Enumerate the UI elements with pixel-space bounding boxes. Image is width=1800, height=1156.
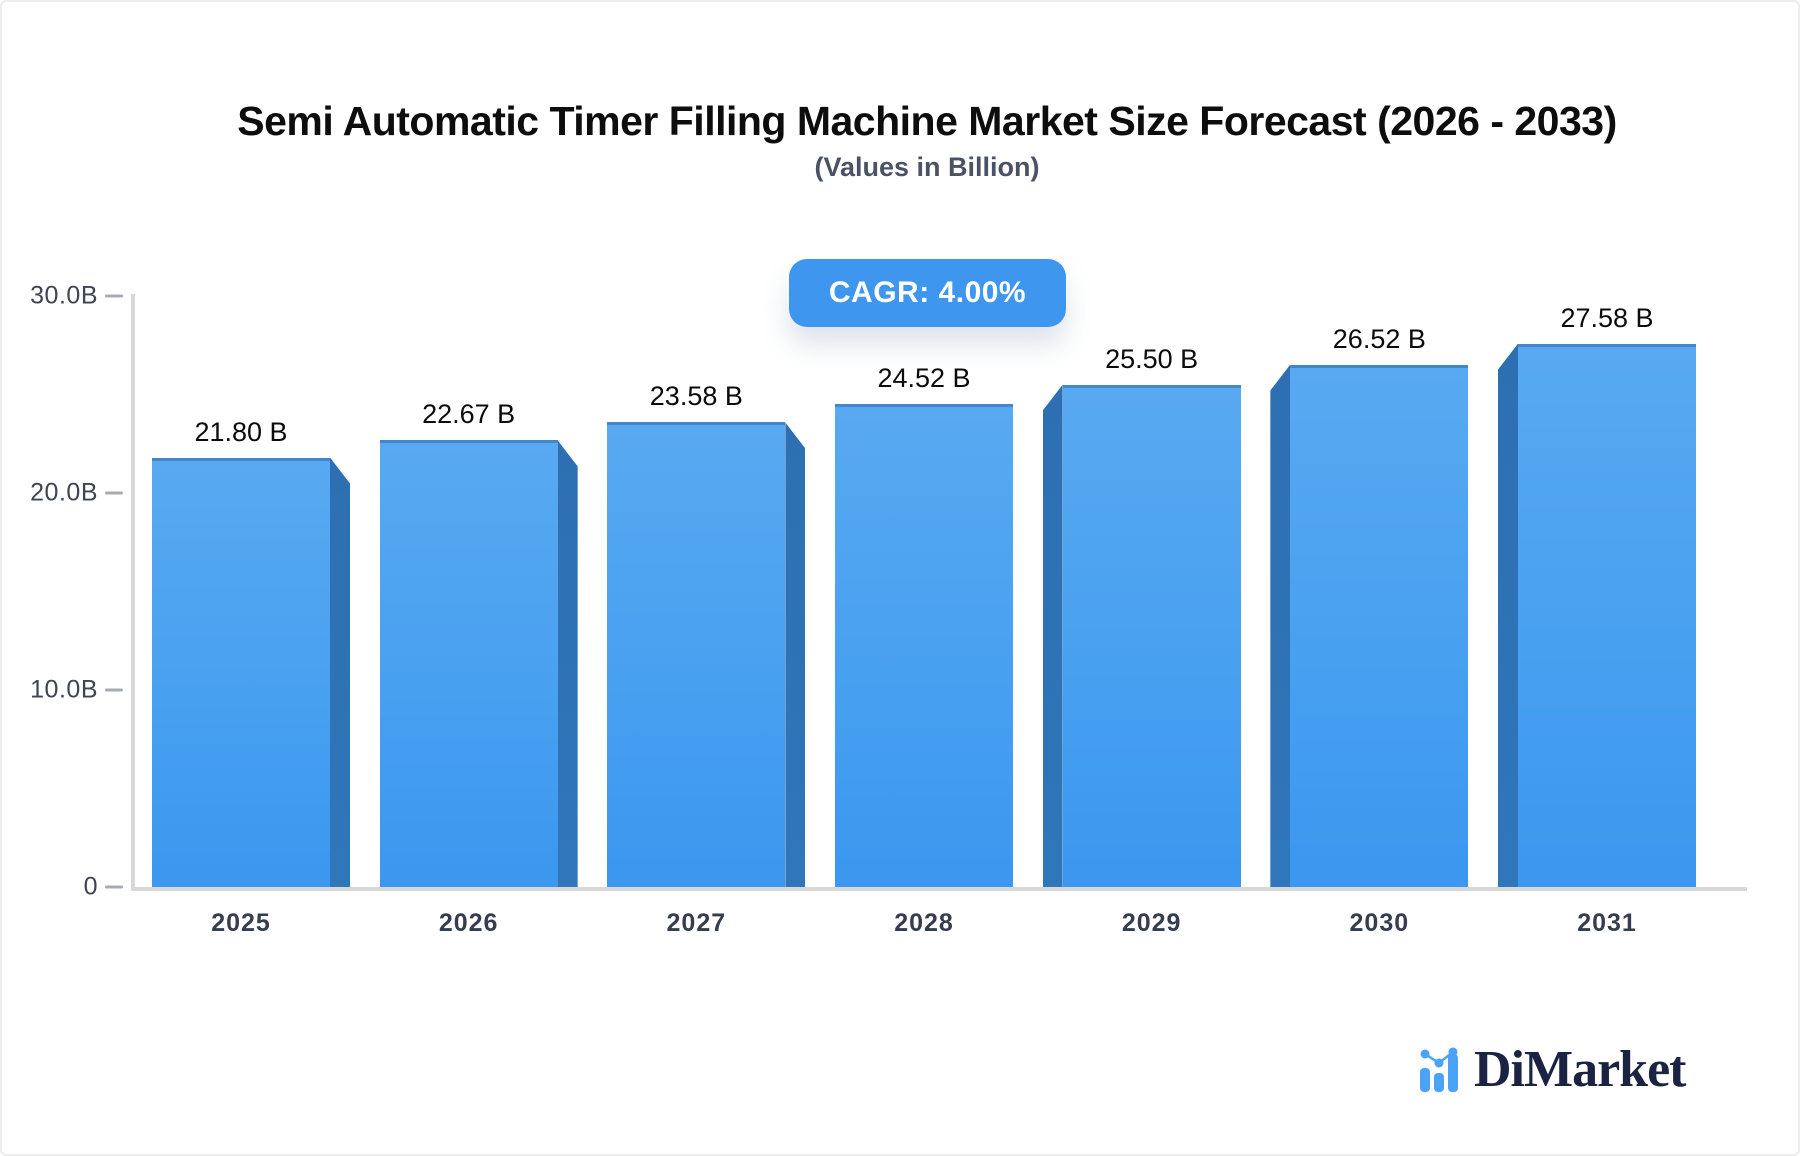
cagr-badge-label: CAGR: 4.00% bbox=[828, 276, 1027, 309]
x-tick-label-2029: 2029 bbox=[1121, 908, 1182, 937]
y-tick-30.0B: 30.0B bbox=[2, 282, 123, 311]
bar-3d-side bbox=[557, 440, 578, 887]
bar-value-label: 23.58 B bbox=[649, 381, 743, 412]
bar-face bbox=[379, 440, 558, 887]
bar-group-2025: 21.80 B 2025 bbox=[152, 417, 350, 937]
bar-value-label: 21.80 B bbox=[194, 416, 288, 447]
bar-line-chart-icon bbox=[1420, 1047, 1458, 1092]
y-tick-label: 0 bbox=[83, 872, 98, 901]
x-tick-label-2031: 2031 bbox=[1577, 908, 1637, 937]
bar-group-2026: 22.67 B 2026 bbox=[379, 399, 578, 937]
y-axis-line bbox=[131, 294, 135, 887]
x-tick-label-2025: 2025 bbox=[211, 908, 271, 937]
bar-group-2028: 24.52 B 2028 bbox=[835, 363, 1013, 937]
page-title: Semi Automatic Timer Filling Machine Mar… bbox=[237, 98, 1617, 144]
y-tick-10.0B: 10.0B bbox=[2, 676, 123, 705]
x-tick-label-2030: 2030 bbox=[1349, 908, 1410, 937]
y-tick-20.0B: 20.0B bbox=[2, 479, 123, 508]
bar-face bbox=[835, 403, 1013, 887]
bar-group-2031: 27.58 B 2031 bbox=[1498, 303, 1696, 937]
bar-face bbox=[1518, 343, 1696, 887]
y-tick-mark bbox=[105, 491, 123, 495]
bar-face bbox=[607, 422, 786, 887]
bar-value-label: 25.50 B bbox=[1105, 343, 1199, 374]
bar-face bbox=[152, 457, 330, 887]
page-subtitle: (Values in Billion) bbox=[814, 152, 1040, 182]
y-tick-mark bbox=[105, 294, 123, 298]
brand-logo: DiMarket bbox=[1414, 1040, 1686, 1099]
bar-value-label: 26.52 B bbox=[1332, 323, 1426, 354]
y-tick-mark bbox=[105, 885, 123, 889]
bar-group-2029: 25.50 B 2029 bbox=[1042, 344, 1241, 937]
bar-3d-side bbox=[330, 457, 350, 887]
bar-3d-side bbox=[1498, 343, 1518, 887]
bar-value-label: 27.58 B bbox=[1560, 302, 1654, 333]
y-tick-label: 30.0B bbox=[30, 281, 98, 310]
bar-3d-side bbox=[1270, 364, 1291, 887]
bar-group-2027: 23.58 B 2027 bbox=[607, 381, 806, 937]
y-tick-0: 0 bbox=[2, 873, 123, 902]
x-tick-label-2028: 2028 bbox=[894, 908, 954, 937]
brand-name: DiMarket bbox=[1474, 1041, 1686, 1098]
y-tick-label: 20.0B bbox=[30, 478, 98, 507]
bar-3d-side bbox=[785, 422, 806, 887]
y-tick-mark bbox=[105, 688, 123, 692]
bar-face bbox=[1290, 364, 1469, 887]
x-tick-label-2027: 2027 bbox=[666, 908, 727, 937]
x-axis-line bbox=[131, 887, 1747, 891]
bar-value-label: 22.67 B bbox=[422, 399, 516, 430]
y-tick-label: 10.0B bbox=[30, 675, 98, 704]
bar-3d-side bbox=[1042, 384, 1063, 887]
bar-group-2030: 26.52 B 2030 bbox=[1270, 324, 1469, 937]
cagr-badge: CAGR: 4.00% bbox=[789, 259, 1066, 327]
x-tick-label-2026: 2026 bbox=[438, 908, 499, 937]
bar-value-label: 24.52 B bbox=[877, 362, 971, 393]
bar-face bbox=[1062, 384, 1241, 887]
